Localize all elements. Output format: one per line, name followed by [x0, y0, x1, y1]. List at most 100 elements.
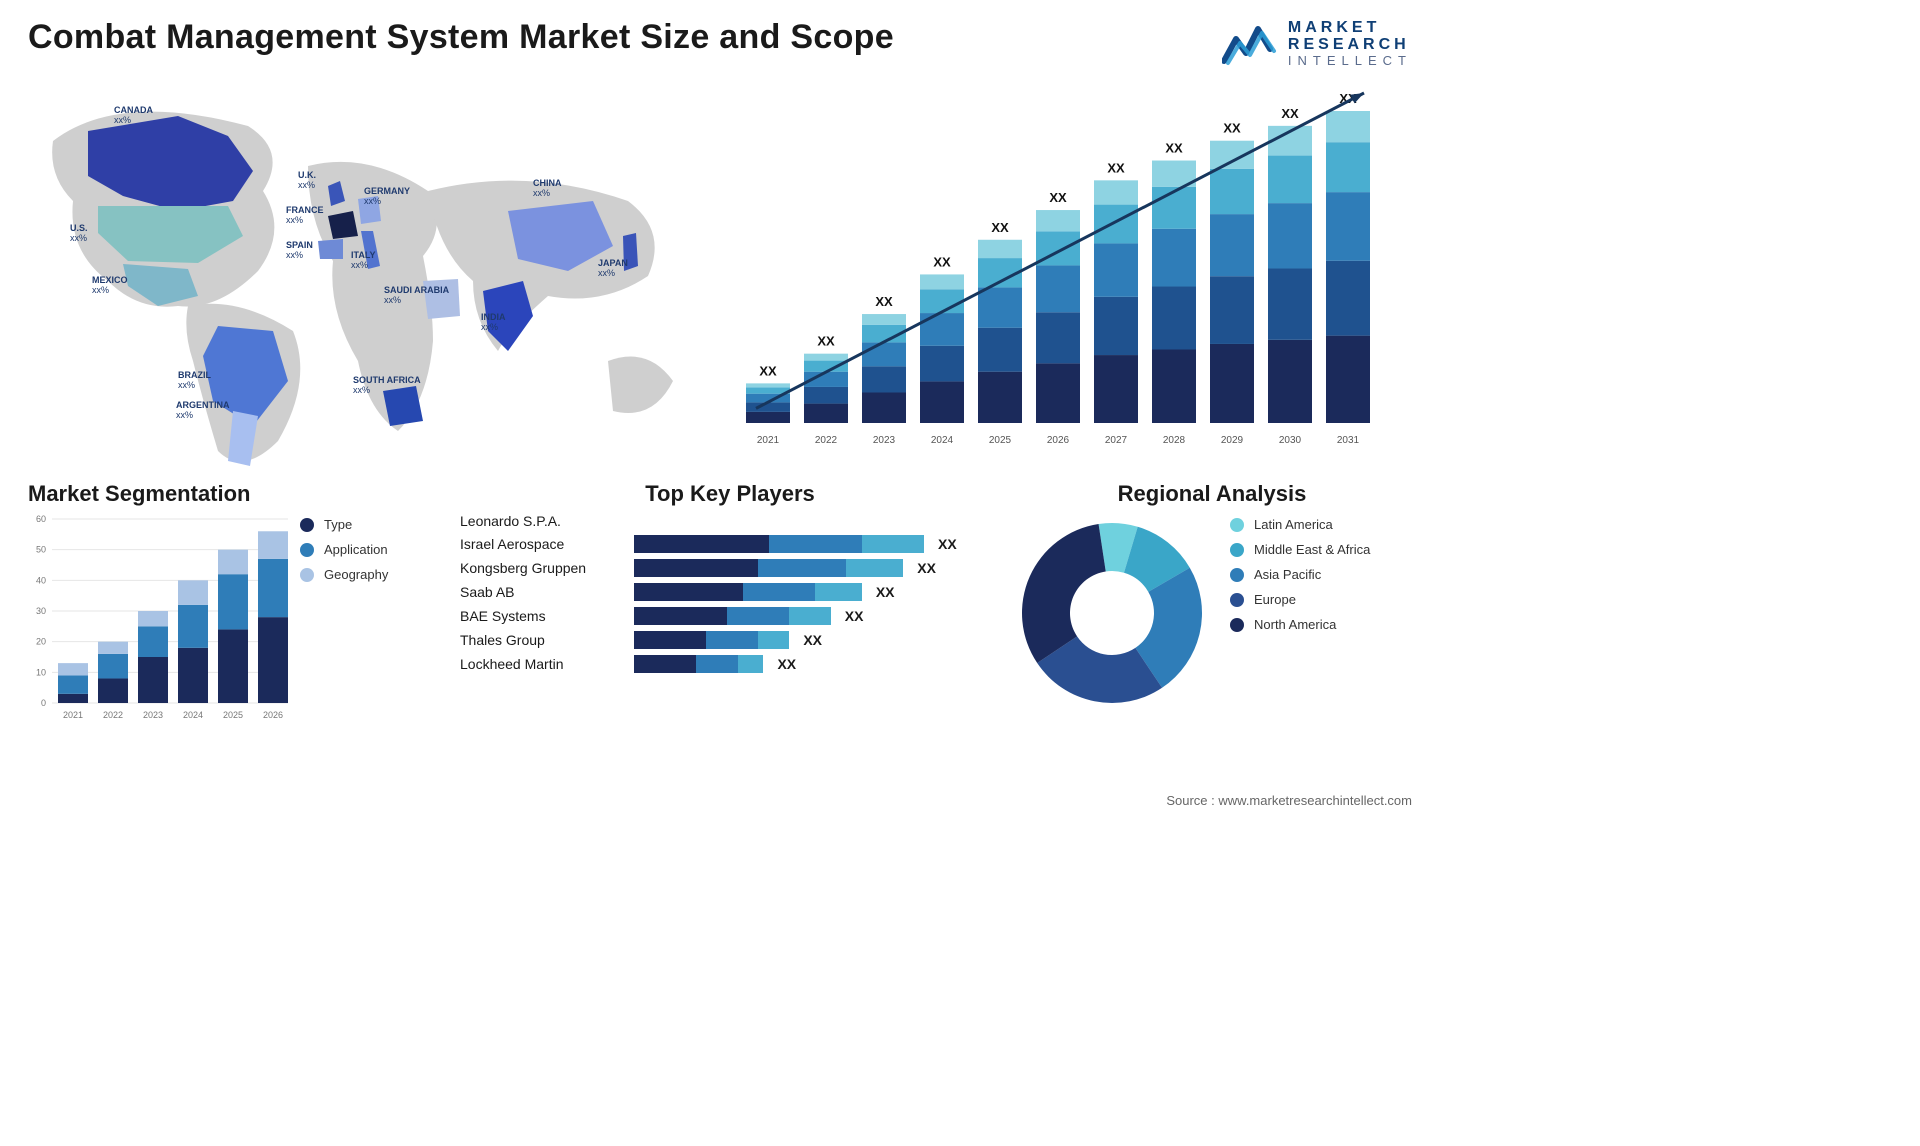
header: Combat Management System Market Size and… [28, 18, 1412, 67]
logo-text: MARKET RESEARCH INTELLECT [1288, 20, 1412, 67]
svg-text:2021: 2021 [63, 710, 83, 720]
logo-line1: MARKET [1288, 19, 1380, 36]
svg-text:2031: 2031 [1337, 435, 1360, 446]
segmentation-block: Market Segmentation 01020304050602021202… [28, 481, 448, 723]
svg-text:2026: 2026 [1047, 435, 1070, 446]
player-name: Saab AB [460, 584, 620, 600]
map-label: JAPANxx% [598, 259, 628, 278]
map-label: CANADAxx% [114, 106, 153, 125]
svg-text:XX: XX [875, 294, 893, 309]
player-row: Saab AB XX [460, 583, 1000, 601]
map-country-spain [318, 239, 343, 259]
segmentation-legend: TypeApplicationGeography [300, 517, 388, 723]
top-row: CANADAxx% U.S.xx% MEXICOxx% BRAZILxx% ARGENT… [28, 81, 1412, 473]
world-map: CANADAxx% U.S.xx% MEXICOxx% BRAZILxx% ARGENT… [28, 81, 708, 473]
map-label: ITALYxx% [351, 251, 376, 270]
map-label: INDIAxx% [481, 313, 506, 332]
svg-text:2025: 2025 [223, 710, 243, 720]
donut-slice [1022, 524, 1106, 663]
svg-text:2021: 2021 [757, 435, 780, 446]
player-bar [634, 583, 862, 601]
player-row: Thales Group XX [460, 631, 1000, 649]
player-value: XX [876, 584, 895, 600]
map-label: MEXICOxx% [92, 276, 128, 295]
player-value: XX [803, 632, 822, 648]
segmentation-svg: 0102030405060202120222023202420252026 [28, 513, 288, 723]
map-label: GERMANYxx% [364, 187, 410, 206]
svg-text:XX: XX [1165, 141, 1183, 156]
players-list: Leonardo S.P.A.Israel AerospaceXXKongsbe… [460, 513, 1000, 673]
svg-text:XX: XX [933, 255, 951, 270]
svg-text:2029: 2029 [1221, 435, 1244, 446]
map-label: BRAZILxx% [178, 371, 211, 390]
svg-text:2026: 2026 [263, 710, 283, 720]
page-root: Combat Management System Market Size and… [0, 0, 1440, 816]
svg-text:2022: 2022 [103, 710, 123, 720]
player-row: Kongsberg Gruppen XX [460, 559, 1000, 577]
svg-text:2023: 2023 [143, 710, 163, 720]
player-name: Leonardo S.P.A. [460, 513, 620, 529]
svg-text:XX: XX [991, 220, 1009, 235]
donut-legend: Latin America Middle East & Africa Asia Pa… [1230, 517, 1370, 642]
bottom-row: Market Segmentation 01020304050602021202… [28, 481, 1412, 723]
map-label: CHINAxx% [533, 179, 562, 198]
legend-item: Middle East & Africa [1230, 542, 1370, 557]
svg-text:XX: XX [1223, 121, 1241, 136]
map-label: SPAINxx% [286, 241, 313, 260]
legend-item: Latin America [1230, 517, 1370, 532]
map-label: SAUDI ARABIAxx% [384, 286, 449, 305]
svg-text:XX: XX [759, 364, 777, 379]
legend-item: Europe [1230, 592, 1370, 607]
legend-item: North America [1230, 617, 1370, 632]
map-label: FRANCExx% [286, 206, 324, 225]
brand-logo: MARKET RESEARCH INTELLECT [1222, 20, 1412, 67]
player-value: XX [917, 560, 936, 576]
svg-text:30: 30 [36, 606, 46, 616]
player-value: XX [777, 656, 796, 672]
svg-text:2022: 2022 [815, 435, 838, 446]
legend-item: Geography [300, 567, 388, 582]
svg-text:2027: 2027 [1105, 435, 1128, 446]
logo-line3: INTELLECT [1288, 54, 1412, 68]
player-bar [634, 535, 924, 553]
svg-text:2024: 2024 [183, 710, 203, 720]
svg-text:XX: XX [1049, 190, 1067, 205]
growth-svg: XX 2021 XX 2022 XX 2023 XX 2024 XX 2025 XX 2026 XX 20… [728, 81, 1408, 451]
regional-block: Regional Analysis Latin America Middle Ea… [1012, 481, 1412, 723]
svg-text:XX: XX [817, 334, 835, 349]
player-row: Leonardo S.P.A. [460, 513, 1000, 529]
map-label: ARGENTINAxx% [176, 401, 230, 420]
growth-chart: XX 2021 XX 2022 XX 2023 XX 2024 XX 2025 XX 2026 XX 20… [728, 81, 1412, 473]
player-name: Lockheed Martin [460, 656, 620, 672]
player-name: Kongsberg Gruppen [460, 560, 620, 576]
player-name: Thales Group [460, 632, 620, 648]
svg-text:60: 60 [36, 514, 46, 524]
player-row: BAE Systems XX [460, 607, 1000, 625]
regional-title: Regional Analysis [1012, 481, 1412, 507]
map-country-france [328, 211, 358, 239]
svg-text:40: 40 [36, 576, 46, 586]
logo-mark-icon [1222, 21, 1278, 67]
logo-line2: RESEARCH [1288, 36, 1410, 53]
players-title: Top Key Players [460, 481, 1000, 507]
svg-text:2025: 2025 [989, 435, 1012, 446]
svg-text:2023: 2023 [873, 435, 896, 446]
map-label: U.S.xx% [70, 224, 88, 243]
player-name: BAE Systems [460, 608, 620, 624]
player-value: XX [845, 608, 864, 624]
legend-item: Asia Pacific [1230, 567, 1370, 582]
svg-text:0: 0 [41, 698, 46, 708]
source-text: Source : www.marketresearchintellect.com [1166, 793, 1412, 808]
svg-text:10: 10 [36, 668, 46, 678]
map-label: SOUTH AFRICAxx% [353, 376, 421, 395]
legend-item: Type [300, 517, 388, 532]
player-row: Lockheed Martin XX [460, 655, 1000, 673]
player-bar [634, 607, 831, 625]
svg-text:2024: 2024 [931, 435, 954, 446]
player-bar [634, 655, 763, 673]
map-label: U.K.xx% [298, 171, 316, 190]
player-bar [634, 631, 789, 649]
player-name: Israel Aerospace [460, 536, 620, 552]
svg-text:20: 20 [36, 637, 46, 647]
player-bar [634, 559, 903, 577]
